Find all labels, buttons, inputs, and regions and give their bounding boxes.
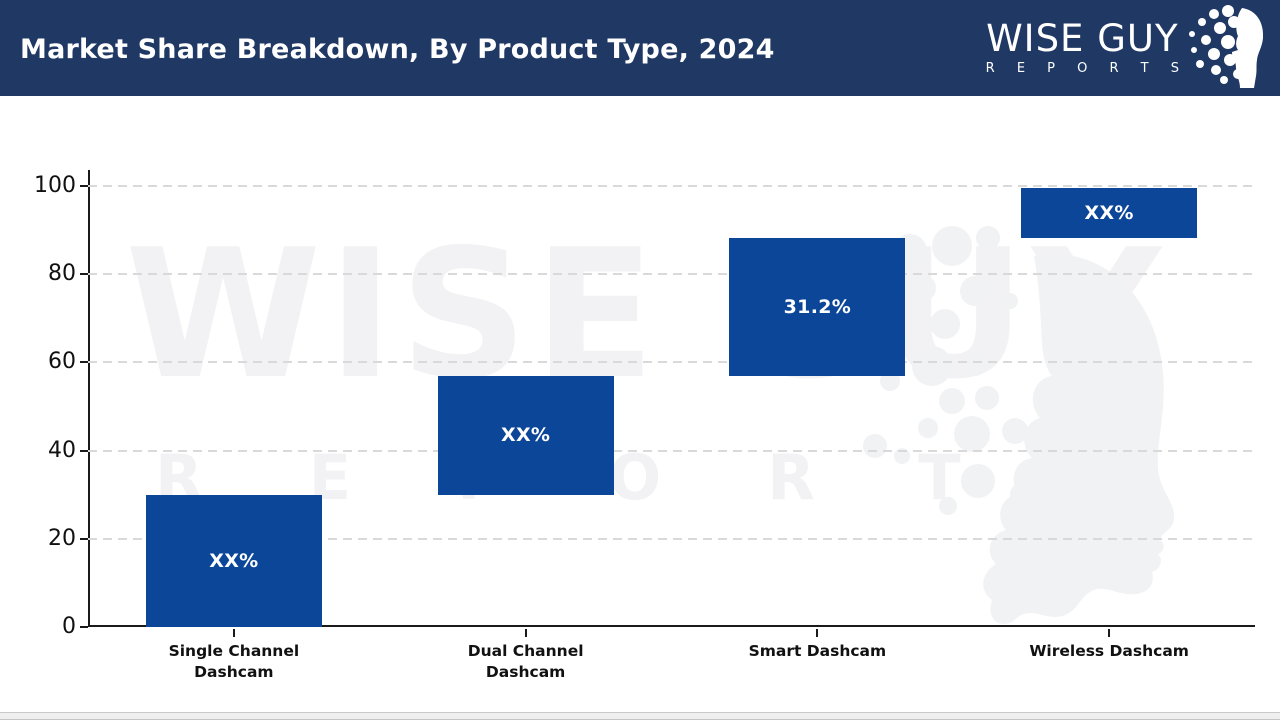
y-tick-label-60: 60 <box>48 349 76 375</box>
page-title: Market Share Breakdown, By Product Type,… <box>20 33 775 65</box>
y-tick-label-80: 80 <box>48 261 76 287</box>
x-tick-2 <box>816 629 819 637</box>
y-tick-label-40: 40 <box>48 437 76 463</box>
bar-value-label: 31.2% <box>783 295 852 318</box>
bottom-strip <box>0 712 1280 720</box>
logo-text: WISE GUY R E P O R T S <box>977 17 1188 76</box>
x-category-label: Smart Dashcam <box>748 642 887 660</box>
bar-value-label: XX% <box>501 424 551 447</box>
bar-value-label: XX% <box>1084 201 1134 224</box>
x-category-label: Dual Channel Dashcam <box>467 642 584 681</box>
x-tick-3 <box>1108 629 1111 637</box>
x-tick-1 <box>524 629 527 637</box>
x-category-label: Wireless Dashcam <box>1029 642 1189 660</box>
y-tick-60 <box>80 361 88 364</box>
bar-single-channel-dashcam: XX% <box>145 494 322 627</box>
bar-wireless-dashcam: XX% <box>1021 187 1198 239</box>
y-tick-label-20: 20 <box>48 525 76 551</box>
gridline-20 <box>88 537 1255 540</box>
chart-canvas: WISE GUY REPORTS 0 20 40 60 80 100 XX% Single C… <box>0 96 1280 712</box>
y-tick-80 <box>80 273 88 276</box>
x-category-label: Single Channel Dashcam <box>168 642 300 681</box>
y-tick-100 <box>80 185 88 187</box>
bar-dual-channel-dashcam: XX% <box>437 375 614 495</box>
gridline-100 <box>88 185 1255 187</box>
plot-area <box>88 170 1255 627</box>
x-tick-0 <box>232 629 235 637</box>
logo-subtext: R E P O R T S <box>985 60 1188 76</box>
y-tick-label-100: 100 <box>34 173 76 198</box>
y-tick-20 <box>80 537 88 540</box>
logo-wordmark: WISE GUY <box>986 17 1179 61</box>
y-tick-label-0: 0 <box>62 614 76 639</box>
bar-smart-dashcam: 31.2% <box>729 238 906 376</box>
wiseguy-logo: WISE GUY R E P O R T S <box>977 4 1266 92</box>
gridline-80 <box>88 273 1255 276</box>
logo-face-icon <box>1189 5 1264 88</box>
header: Market Share Breakdown, By Product Type,… <box>0 0 1280 96</box>
y-tick-40 <box>80 449 88 452</box>
gridline-40 <box>88 449 1255 452</box>
y-tick-0 <box>80 626 88 628</box>
gridline-60 <box>88 361 1255 364</box>
bar-value-label: XX% <box>209 549 259 572</box>
